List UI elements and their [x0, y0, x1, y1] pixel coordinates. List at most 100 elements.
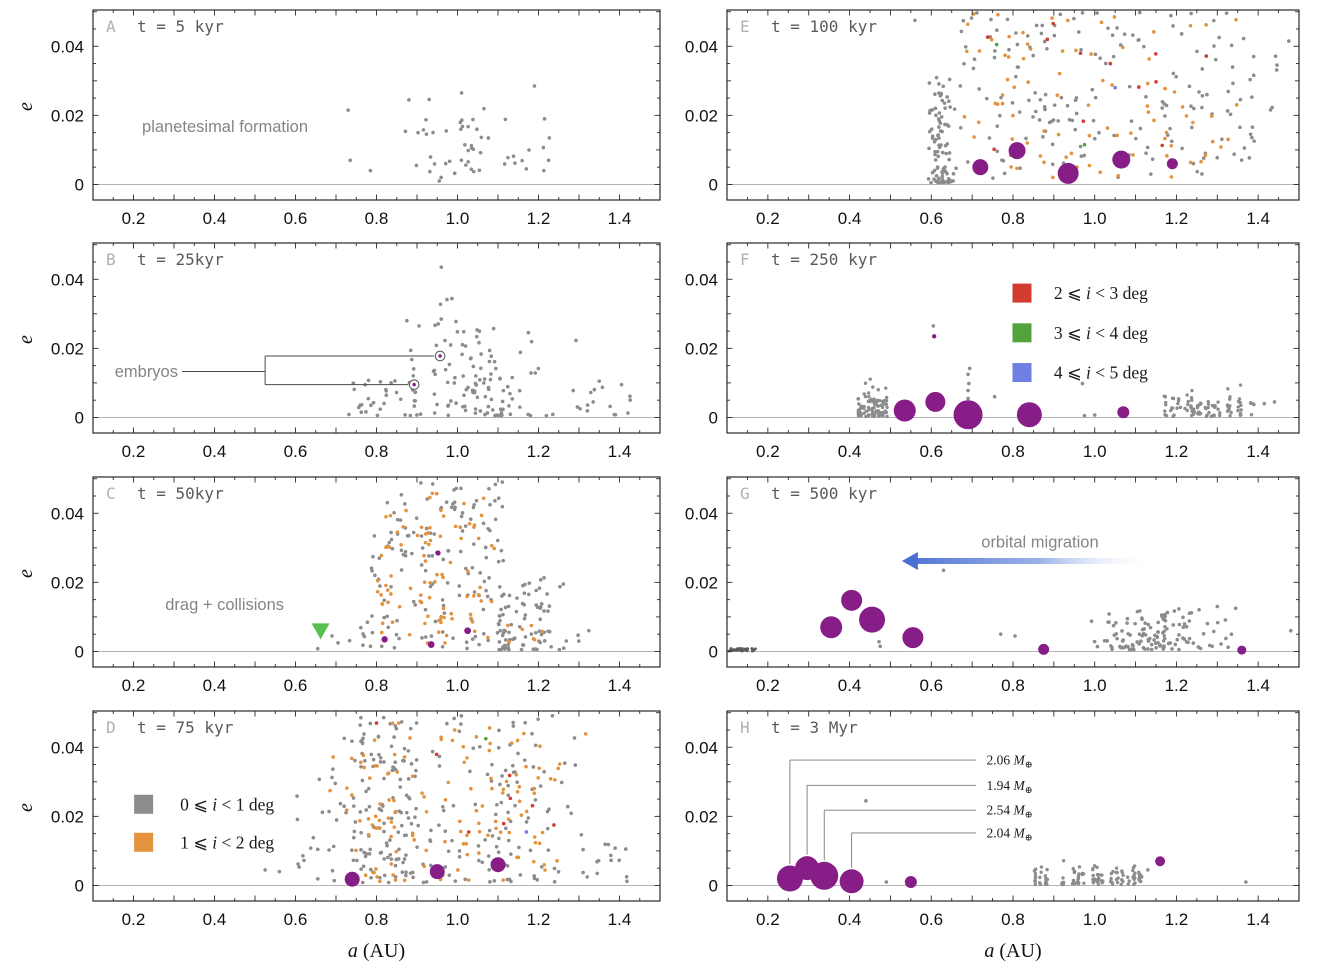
x-axis-label: a (AU): [347, 940, 406, 962]
scatter-point-blue: [524, 830, 529, 834]
svg-text:0.4: 0.4: [838, 676, 862, 695]
panel-h-plot: 0.2 0.4 0.6 0.8 1.0 1.2 1.4 0 0.02 0.04 H t = 3 Myr…: [685, 710, 1300, 929]
svg-text:0.8: 0.8: [1001, 676, 1025, 695]
panel-time-label: t = 5 kyr: [137, 17, 224, 36]
svg-text:0.02: 0.02: [51, 106, 84, 125]
scatter-cluster-orange: [375, 491, 497, 645]
scatter-points: [727, 568, 1293, 655]
scatter-point-gray: [884, 880, 889, 884]
scatter-cluster-orange: [328, 721, 444, 884]
axis-ticks: [727, 10, 1299, 200]
y-axis-label: e: [14, 803, 37, 812]
drag-arrow-head: [311, 623, 330, 640]
svg-text:0.6: 0.6: [919, 209, 943, 228]
panel-time-label: t = 25kyr: [137, 250, 224, 269]
svg-text:0: 0: [75, 876, 84, 895]
svg-text:1.4: 1.4: [1246, 442, 1270, 461]
svg-text:0.2: 0.2: [756, 910, 780, 929]
scatter-point-gray: [1146, 868, 1150, 872]
svg-text:0.4: 0.4: [838, 442, 862, 461]
y-tick-labels: 0 0.02 0.04: [51, 504, 84, 661]
scatter-point-gray: [315, 646, 320, 651]
panel-time-label: t = 250 kyr: [771, 250, 877, 269]
svg-text:0: 0: [709, 175, 718, 194]
svg-text:0.6: 0.6: [284, 209, 308, 228]
svg-text:0.6: 0.6: [284, 676, 308, 695]
scatter-point-gray: [591, 400, 595, 404]
embryo-planet-point: [972, 159, 989, 176]
scatter-points: [856, 324, 1277, 430]
scatter-cluster-gray: [1161, 616, 1167, 651]
embryo-planet-point: [931, 334, 937, 339]
legend-label: 1 ⩽ i < 2 deg: [180, 832, 274, 852]
svg-text:1.4: 1.4: [1246, 910, 1270, 929]
scatter-point-gray: [877, 639, 881, 644]
scatter-point-gray: [998, 632, 1003, 636]
scatter-cluster-orange: [505, 623, 545, 644]
panel-letter: D: [106, 718, 116, 737]
scatter-point-gray: [417, 324, 421, 328]
migration-arrow-head: [901, 551, 918, 570]
scatter-point-gray: [1107, 620, 1111, 624]
svg-text:0.2: 0.2: [756, 442, 780, 461]
scatter-point-gray: [1139, 875, 1144, 879]
svg-text:0.6: 0.6: [919, 676, 943, 695]
x-axis-label: a (AU): [984, 940, 1042, 962]
svg-text:0.8: 0.8: [1001, 442, 1025, 461]
svg-text:1.4: 1.4: [608, 442, 632, 461]
legend-swatch-red: [1012, 283, 1032, 303]
scatter-cluster-gray: [926, 75, 963, 185]
svg-text:0.4: 0.4: [203, 442, 227, 461]
svg-text:0.6: 0.6: [919, 442, 943, 461]
scatter-point-gray: [941, 568, 946, 573]
scatter-cluster-gray: [1089, 607, 1234, 652]
plot-frame: [92, 710, 661, 902]
scatter-point-gray: [597, 379, 602, 383]
y-tick-labels: 0 0.02 0.04: [51, 738, 84, 895]
scatter-point-gray: [1272, 400, 1277, 404]
svg-text:0.8: 0.8: [365, 209, 389, 228]
embryo-planet-point: [1166, 158, 1178, 170]
svg-text:0.8: 0.8: [365, 910, 389, 929]
legend-label: 3 ⩽ i < 4 deg: [1054, 323, 1148, 343]
svg-text:0.4: 0.4: [838, 209, 862, 228]
scatter-cluster-gray: [347, 378, 418, 418]
scatter-point-gray: [407, 98, 411, 102]
svg-text:0.04: 0.04: [685, 738, 718, 757]
scatter-point-red: [374, 721, 379, 725]
svg-text:0.02: 0.02: [685, 573, 718, 592]
scatter-point-gray: [346, 108, 350, 112]
scatter-point-gray: [1286, 39, 1291, 43]
svg-text:1.2: 1.2: [527, 676, 551, 695]
scatter-point-gray: [263, 868, 267, 872]
scatter-point-gray: [336, 641, 340, 645]
scatter-point-gray: [394, 477, 396, 478]
embryo-planet-point: [925, 391, 946, 412]
y-axis-label: e: [14, 102, 37, 111]
axis-ticks: [93, 243, 660, 433]
svg-text:0.02: 0.02: [685, 807, 718, 826]
scatter-point-gray: [1082, 413, 1087, 418]
legend-swatch-gray: [134, 794, 154, 814]
scatter-point-gray: [348, 158, 352, 163]
svg-text:0: 0: [709, 642, 718, 661]
svg-text:0.04: 0.04: [51, 270, 84, 289]
svg-text:1.0: 1.0: [446, 676, 470, 695]
legend-label: 2 ⩽ i < 3 deg: [1054, 283, 1148, 303]
svg-text:1.0: 1.0: [446, 209, 470, 228]
svg-text:0.04: 0.04: [685, 270, 718, 289]
scatter-point-gray: [532, 84, 537, 88]
x-tick-labels: 0.2 0.4 0.6 0.8 1.0 1.2 1.4: [122, 442, 632, 461]
panel-a-plot: 0.2 0.4 0.6 0.8 1.0 1.2 1.4 0 0.02 0.04 A t = 5 kyr…: [51, 9, 661, 228]
embryo-planet-point: [429, 864, 445, 880]
axis-ticks: [93, 477, 660, 667]
embryo-circle-marker: [408, 379, 420, 390]
svg-text:1.0: 1.0: [446, 442, 470, 461]
y-axis-label: e: [14, 569, 37, 578]
embryo-planet-point: [1237, 645, 1247, 655]
